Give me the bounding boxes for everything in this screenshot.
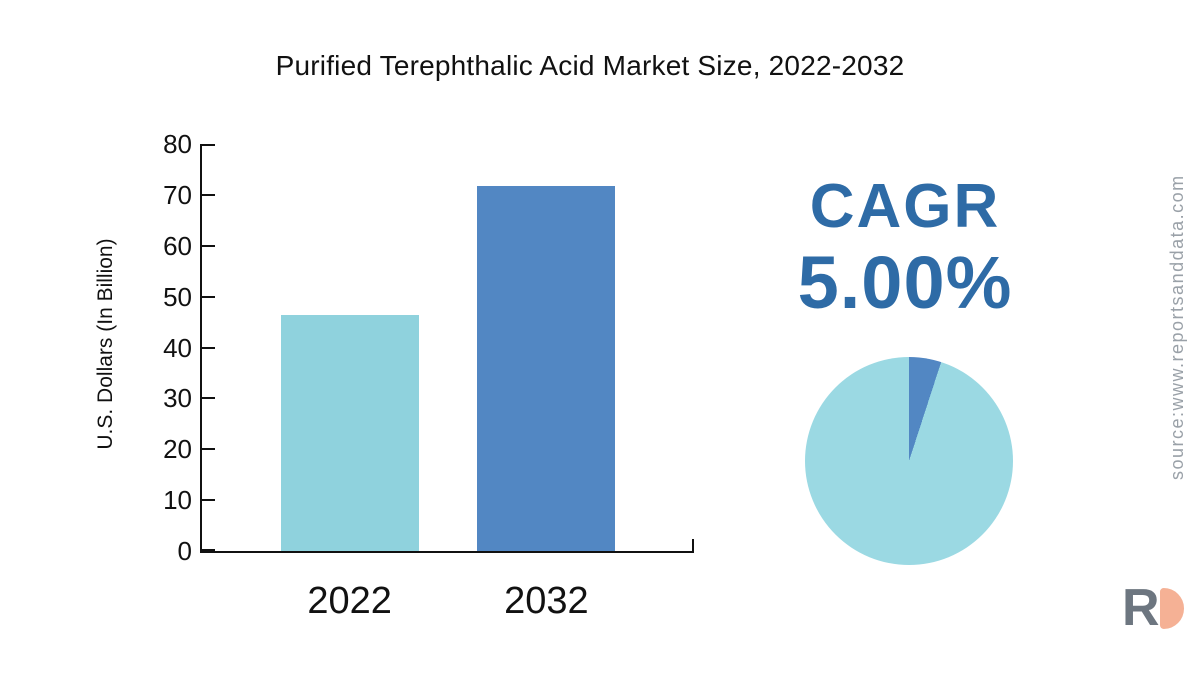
y-tick-label-0: 0 — [177, 536, 192, 566]
source-credit: source:www.reportsanddata.com — [1167, 174, 1187, 481]
chart-title: Purified Terephthalic Acid Market Size, … — [275, 50, 905, 81]
y-tick-label-30: 30 — [163, 383, 192, 414]
y-tick-mark-10 — [202, 499, 215, 502]
y-tick-mark-0 — [202, 549, 215, 551]
y-tick-mark-20 — [202, 448, 215, 451]
reportsanddata-logo: R — [1122, 579, 1184, 637]
y-tick-label-80: 80 — [163, 129, 192, 159]
x-tick-label-2032: 2032 — [504, 580, 589, 622]
y-tick-mark-30 — [202, 397, 215, 400]
bar-chart-plot-area: 0 10 20 30 40 50 60 70 80 2022 2032 — [163, 130, 694, 622]
logo-d-icon — [1159, 587, 1184, 629]
y-tick-label-10: 10 — [163, 485, 192, 516]
y-tick-mark-80 — [202, 144, 215, 146]
cagr-pie-chart — [805, 357, 1013, 565]
x-axis-end-tick — [692, 539, 694, 551]
y-tick-mark-50 — [202, 295, 215, 298]
logo-letter-r: R — [1122, 579, 1160, 637]
y-tick-label-70: 70 — [163, 179, 192, 210]
bar-2022 — [280, 315, 419, 551]
x-tick-label-2022: 2022 — [307, 580, 392, 622]
y-tick-label-50: 50 — [163, 281, 192, 312]
y-tick-mark-40 — [202, 346, 215, 349]
cagr-callout: CAGR 5.00% — [745, 176, 1065, 320]
cagr-label: CAGR — [809, 172, 1001, 241]
y-tick-mark-60 — [202, 244, 215, 247]
bar-2032 — [477, 185, 616, 551]
cagr-value: 5.00% — [797, 241, 1013, 324]
y-tick-label-60: 60 — [163, 230, 192, 261]
y-tick-mark-70 — [202, 193, 215, 196]
y-tick-label-20: 20 — [163, 434, 192, 465]
y-tick-label-40: 40 — [163, 332, 192, 363]
y-axis-title: U.S. Dollars (In Billion) — [94, 238, 117, 450]
